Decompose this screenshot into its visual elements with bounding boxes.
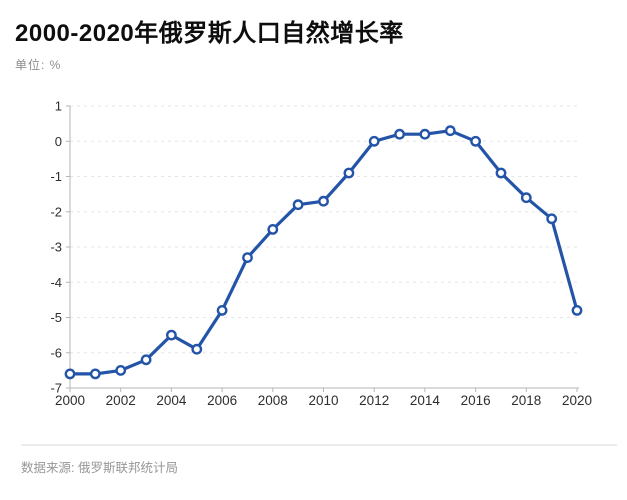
data-point: [495, 167, 507, 179]
data-point: [89, 368, 101, 380]
data-point: [292, 199, 304, 211]
data-point: [140, 354, 152, 366]
data-point: [267, 223, 279, 235]
y-tick-label: -2: [50, 204, 62, 219]
data-point: [368, 135, 380, 147]
y-tick-label: -5: [50, 310, 62, 325]
x-tick-label: 2018: [511, 393, 541, 408]
data-point: [546, 213, 558, 225]
divider: [21, 444, 617, 446]
data-point: [216, 304, 228, 316]
x-tick-label: 2020: [562, 393, 592, 408]
x-tick-label: 2006: [207, 393, 237, 408]
data-point: [318, 195, 329, 207]
data-point: [470, 135, 481, 147]
y-tick-label: -7: [50, 381, 62, 396]
x-tick-label: 2002: [106, 393, 136, 408]
x-tick-label: 2016: [461, 393, 491, 408]
y-tick-label: -1: [50, 169, 62, 184]
data-point: [394, 128, 405, 140]
source-text: 数据来源: 俄罗斯联邦统计局: [21, 461, 178, 475]
chart-title: 2000-2020年俄罗斯人口自然增长率: [15, 20, 404, 47]
x-tick-label: 2014: [410, 393, 441, 408]
data-point: [520, 192, 532, 204]
data-point: [191, 343, 203, 355]
y-tick-label: -4: [50, 275, 62, 290]
data-point: [343, 167, 355, 179]
y-tick-label: -6: [50, 345, 62, 360]
data-line: [68, 129, 579, 376]
x-tick-label: 2000: [55, 393, 85, 408]
data-point: [419, 128, 431, 140]
y-tick-label: 1: [55, 99, 62, 114]
data-point: [64, 368, 76, 380]
data-point: [571, 304, 583, 316]
data-point: [242, 252, 253, 264]
data-point: [115, 364, 127, 376]
x-tick-label: 2012: [359, 393, 389, 408]
x-tick-label: 2008: [258, 393, 288, 408]
unit-label: 单位: %: [15, 58, 62, 72]
data-point: [165, 329, 177, 341]
y-tick-label: 0: [55, 134, 62, 149]
x-tick-label: 2004: [156, 393, 187, 408]
y-tick-label: -3: [50, 240, 62, 255]
x-tick-label: 2010: [308, 393, 338, 408]
data-point: [444, 125, 456, 137]
